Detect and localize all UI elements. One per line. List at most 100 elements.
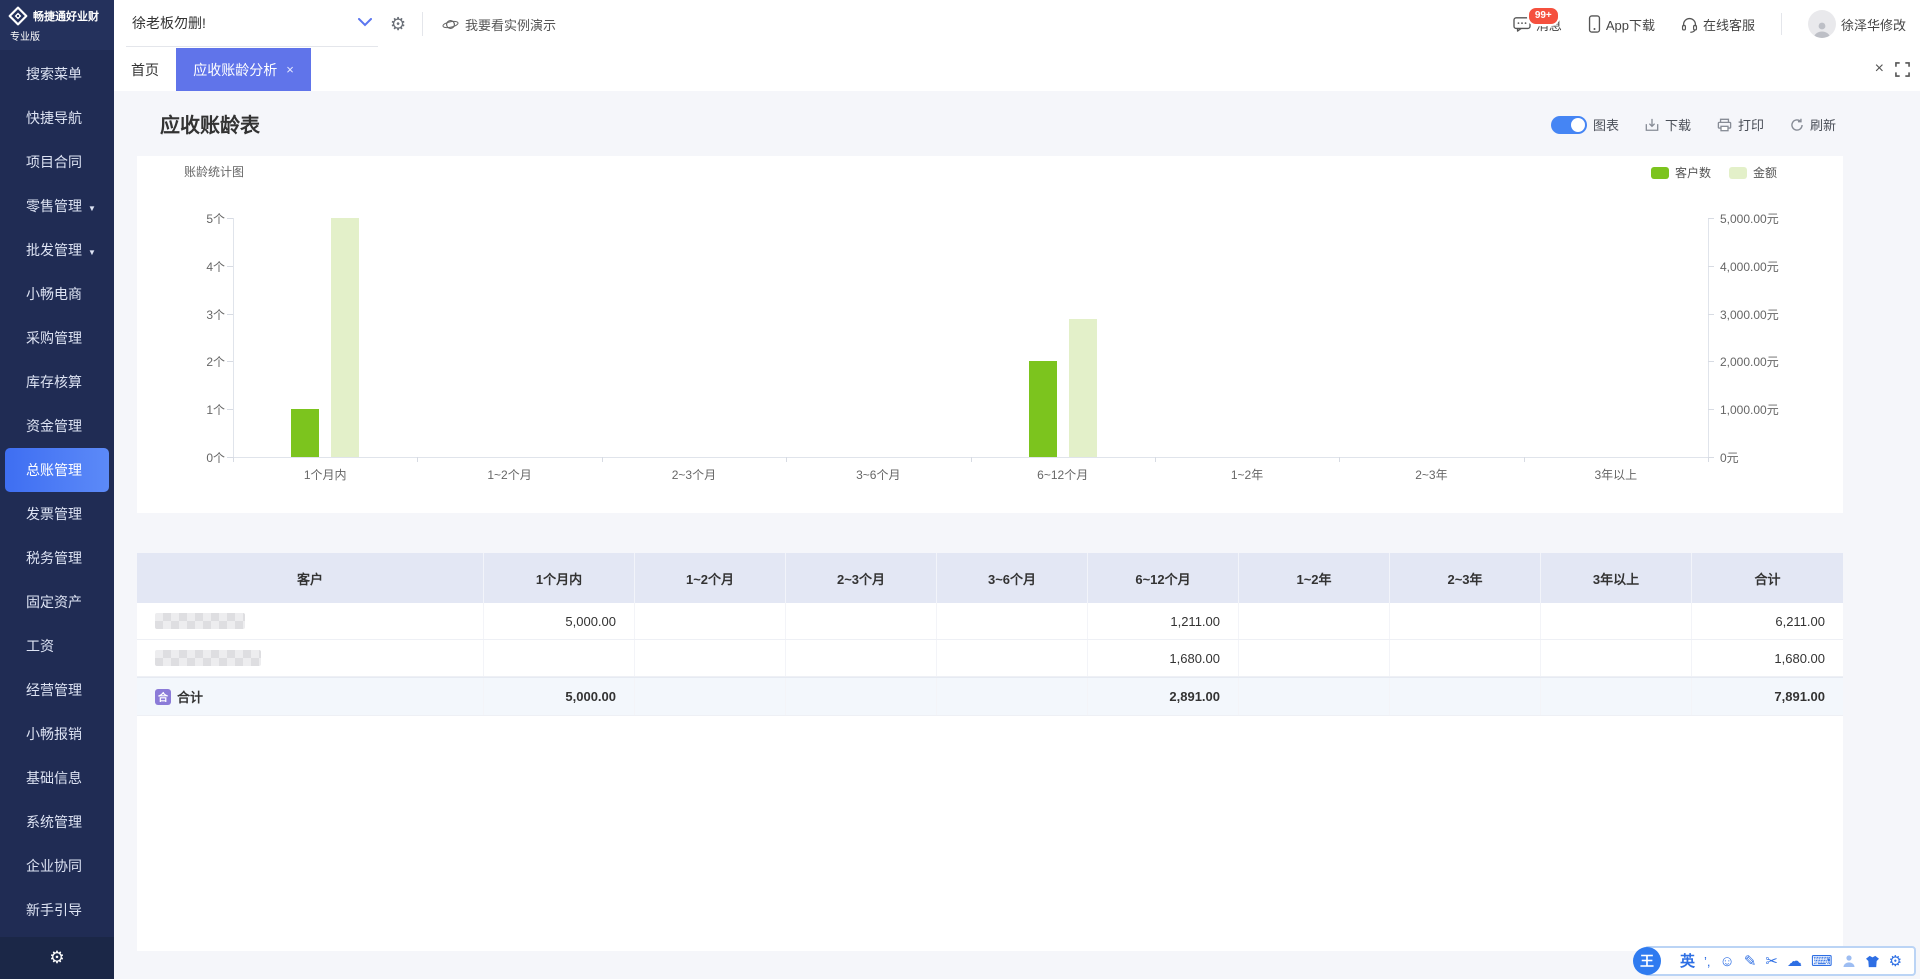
cloud-icon[interactable]: ☁ (1787, 952, 1802, 970)
sidebar-item-零售管理[interactable]: 零售管理 ▼ (0, 184, 114, 228)
legend-item-金额[interactable]: 金额 (1728, 164, 1777, 181)
amount-cell (635, 603, 786, 639)
ime-lang-toggle[interactable]: 英 (1680, 952, 1696, 970)
toggle-switch[interactable] (1550, 115, 1587, 134)
print-icon (1717, 118, 1732, 132)
sidebar-item-label: 税务管理 (26, 550, 82, 566)
brand-logo: 畅捷通好业财 专业版 (0, 0, 114, 50)
demo-label: 我要看实例演示 (465, 17, 557, 33)
chart-legend: 客户数 金额 (1650, 164, 1777, 181)
column-header-1个月内: 1个月内 (484, 553, 635, 603)
tab-首页[interactable]: 首页 (114, 48, 176, 91)
sidebar-item-资金管理[interactable]: 资金管理 (0, 404, 114, 448)
app-download-button[interactable]: App下载 (1588, 15, 1655, 34)
sidebar-item-小畅电商[interactable]: 小畅电商 (0, 272, 114, 316)
customer-cell (137, 640, 484, 676)
brand-icon (8, 6, 28, 26)
headset-icon (1681, 16, 1698, 33)
divider (422, 12, 423, 36)
sidebar-item-快捷导航[interactable]: 快捷导航 (0, 96, 114, 140)
total-amount-cell (1390, 678, 1541, 715)
column-header-3~6个月: 3~6个月 (937, 553, 1088, 603)
support-label: 在线客服 (1702, 17, 1755, 33)
sidebar-item-label: 固定资产 (26, 594, 82, 610)
chart-toggle[interactable]: 图表 (1550, 115, 1619, 134)
legend-item-客户数[interactable]: 客户数 (1650, 164, 1711, 181)
sidebar-item-库存核算[interactable]: 库存核算 (0, 360, 114, 404)
download-button[interactable]: 下载 (1645, 115, 1691, 134)
left-axis-tick: 5个 (206, 212, 225, 226)
sidebar-item-项目合同[interactable]: 项目合同 (0, 140, 114, 184)
fullscreen-icon[interactable] (1895, 62, 1910, 82)
close-icon[interactable]: × (1874, 60, 1884, 77)
sidebar-item-label: 快捷导航 (26, 110, 82, 126)
print-button[interactable]: 打印 (1717, 115, 1764, 134)
download-icon (1645, 118, 1659, 132)
bar-客户数-6~12个月 (1028, 361, 1057, 457)
sidebar-settings[interactable]: ⚙ (0, 937, 114, 979)
sidebar-item-label: 发票管理 (26, 506, 82, 522)
amount-cell: 1,211.00 (1088, 603, 1239, 639)
sidebar-item-企业协同[interactable]: 企业协同 (0, 844, 114, 888)
app-download-label: App下载 (1605, 17, 1655, 33)
settings-gear-icon[interactable]: ⚙ (390, 14, 407, 34)
column-header-2~3个月: 2~3个月 (786, 553, 937, 603)
customer-cell (137, 603, 484, 639)
axis-line (1708, 218, 1709, 457)
keyboard-icon[interactable]: ⌨ (1811, 952, 1833, 970)
sidebar-item-经营管理[interactable]: 经营管理 (0, 668, 114, 712)
messages-button[interactable]: 消息 99+ (1513, 5, 1562, 34)
sidebar-item-label: 资金管理 (26, 418, 82, 434)
amount-cell: 1,680.00 (1088, 640, 1239, 676)
main-content: 应收账龄表 图表 下载 打印 刷新 (114, 91, 1920, 979)
company-selector[interactable]: 徐老板勿删! (126, 0, 378, 47)
sidebar-item-label: 采购管理 (26, 330, 82, 346)
ime-punct-toggle[interactable]: ’, (1704, 953, 1711, 969)
amount-cell (786, 603, 937, 639)
brand-name: 畅捷通好业财 (33, 11, 99, 23)
sidebar-item-label: 搜索菜单 (26, 66, 82, 82)
company-name: 徐老板勿删! (132, 15, 206, 31)
x-axis-label: 3~6个月 (856, 468, 901, 482)
table-body: 5,000.00 1,211.00 6,211.00 1,680.00 1,680.00… (137, 603, 1843, 716)
sidebar-item-小畅报销[interactable]: 小畅报销 (0, 712, 114, 756)
emoji-icon[interactable]: ☺ (1719, 952, 1735, 970)
amount-cell (1239, 603, 1390, 639)
sidebar-item-固定资产[interactable]: 固定资产 (0, 580, 114, 624)
sidebar-item-基础信息[interactable]: 基础信息 (0, 756, 114, 800)
tab-应收账龄分析[interactable]: 应收账龄分析 × (176, 48, 311, 91)
sidebar-item-发票管理[interactable]: 发票管理 (0, 492, 114, 536)
tab-close-icon[interactable]: × (286, 62, 294, 77)
refresh-label: 刷新 (1809, 118, 1836, 133)
user-menu[interactable]: 徐泽华修改 (1807, 10, 1906, 38)
scissors-icon[interactable]: ✂ (1765, 952, 1778, 970)
pencil-icon[interactable]: ✎ (1743, 952, 1757, 970)
sidebar-item-总账管理[interactable]: 总账管理 (5, 448, 109, 492)
ime-settings-icon[interactable]: ⚙ (1888, 952, 1903, 970)
sidebar-item-系统管理[interactable]: 系统管理 (0, 800, 114, 844)
redacted-customer-name (155, 650, 261, 666)
table-row: 5,000.00 1,211.00 6,211.00 (137, 603, 1843, 640)
chart-title: 账龄统计图 (184, 165, 245, 179)
right-axis-tick: 3,000.00元 (1720, 307, 1779, 322)
tab-label: 首页 (131, 61, 159, 78)
sidebar-item-采购管理[interactable]: 采购管理 (0, 316, 114, 360)
amount-cell (1541, 640, 1692, 676)
ime-logo[interactable]: 王 (1633, 947, 1661, 975)
total-amount-cell: 2,891.00 (1088, 678, 1239, 715)
support-button[interactable]: 在线客服 (1681, 15, 1755, 34)
refresh-button[interactable]: 刷新 (1790, 115, 1836, 134)
demo-link[interactable]: 我要看实例演示 (442, 0, 556, 48)
sidebar-item-新手引导[interactable]: 新手引导 (0, 888, 114, 932)
sidebar-item-搜索菜单[interactable]: 搜索菜单 (0, 52, 114, 96)
sidebar-item-批发管理[interactable]: 批发管理 ▼ (0, 228, 114, 272)
person-icon[interactable] (1842, 954, 1856, 968)
sidebar-item-税务管理[interactable]: 税务管理 (0, 536, 114, 580)
skin-icon[interactable] (1865, 955, 1880, 968)
total-amount-cell: 7,891.00 (1774, 689, 1825, 704)
print-label: 打印 (1737, 118, 1764, 133)
gear-icon: ⚙ (49, 948, 65, 967)
table-total-row: 合合计 5,000.00 2,891.00 7,891.00 (137, 677, 1843, 716)
sidebar-item-工资[interactable]: 工资 (0, 624, 114, 668)
legend-swatch (1728, 166, 1747, 179)
